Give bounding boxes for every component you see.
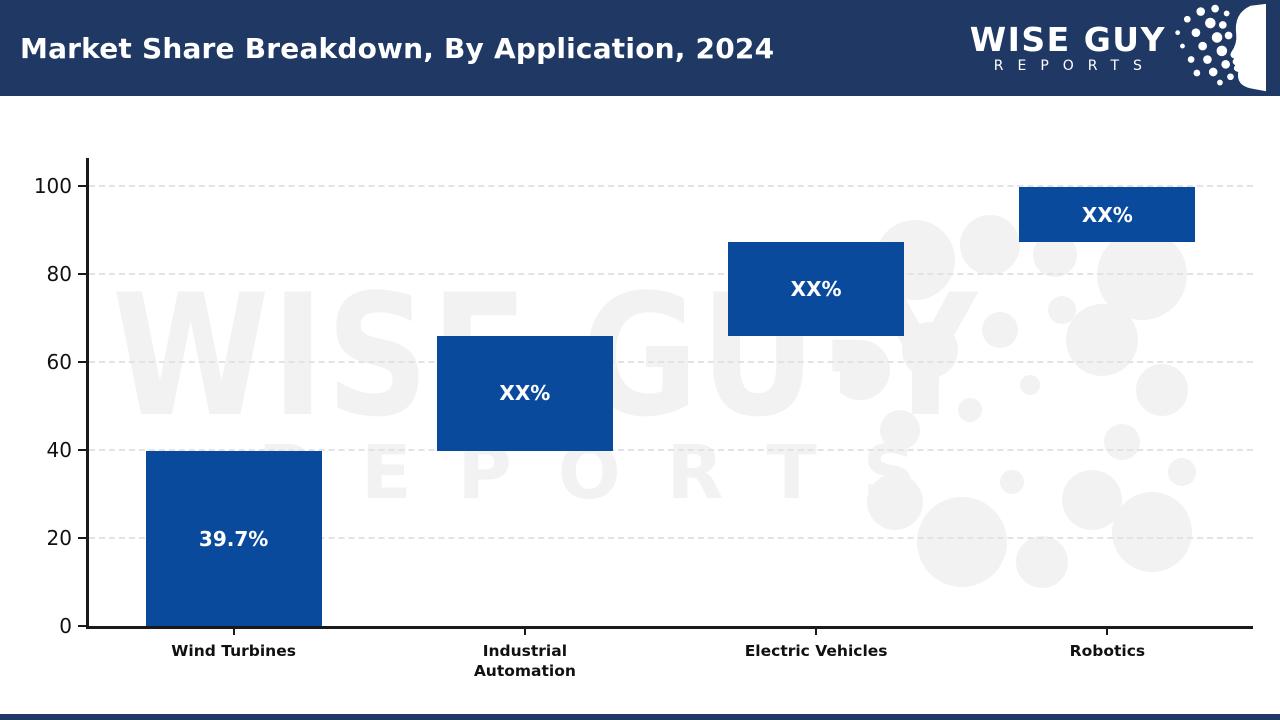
bar-industrial-automation: XX% [436, 335, 613, 452]
x-category-electric-vehicles: Electric Vehicles [744, 642, 888, 660]
watermark-face-icon [840, 215, 1196, 588]
bar-value-label: 39.7% [198, 526, 269, 551]
chart-title: Market Share Breakdown, By Application, … [20, 31, 775, 65]
bar-electric-vehicles: XX% [728, 241, 905, 336]
y-tick-mark [78, 625, 86, 627]
bar-robotics: XX% [1019, 187, 1196, 242]
y-tick-label: 20 [46, 526, 72, 550]
y-tick-label: 100 [33, 174, 72, 198]
bar-value-label: XX% [1081, 202, 1133, 227]
x-category-robotics: Robotics [1069, 642, 1146, 660]
gridline [89, 185, 1253, 187]
x-tick-mark [1106, 629, 1109, 635]
x-category-industrial-automation: Industrial Automation [473, 642, 576, 681]
gridline [89, 361, 1253, 363]
y-tick-mark [78, 449, 86, 451]
y-tick-label: 80 [46, 262, 72, 286]
x-tick-mark [232, 629, 235, 635]
y-tick-mark [78, 537, 86, 539]
brand-subtitle: REPORTS [993, 58, 1156, 74]
brand-logo: WISE GUY REPORTS [970, 0, 1266, 96]
y-tick-mark [78, 185, 86, 187]
x-category-wind-turbines: Wind Turbines [171, 642, 296, 660]
x-tick-mark [815, 629, 818, 635]
y-tick-label: 40 [46, 438, 72, 462]
y-tick-mark [78, 361, 86, 363]
bar-value-label: XX% [790, 276, 842, 301]
x-axis-line [86, 626, 1253, 629]
brand-name: WISE GUY [969, 20, 1166, 59]
y-tick-label: 60 [46, 350, 72, 374]
header-bar: Market Share Breakdown, By Application, … [0, 0, 1280, 96]
brand-face-icon [1175, 3, 1266, 92]
y-tick-mark [78, 273, 86, 275]
gridline [89, 273, 1253, 275]
y-axis-line [86, 158, 89, 628]
footer-bar [0, 714, 1280, 720]
bar-value-label: XX% [499, 381, 551, 406]
gridline [89, 537, 1253, 539]
y-tick-label: 0 [59, 614, 72, 638]
bar-wind-turbines: 39.7% [145, 451, 322, 626]
brand-text: WISE GUY REPORTS [970, 23, 1166, 73]
gridline [89, 449, 1253, 451]
x-tick-mark [523, 629, 526, 635]
